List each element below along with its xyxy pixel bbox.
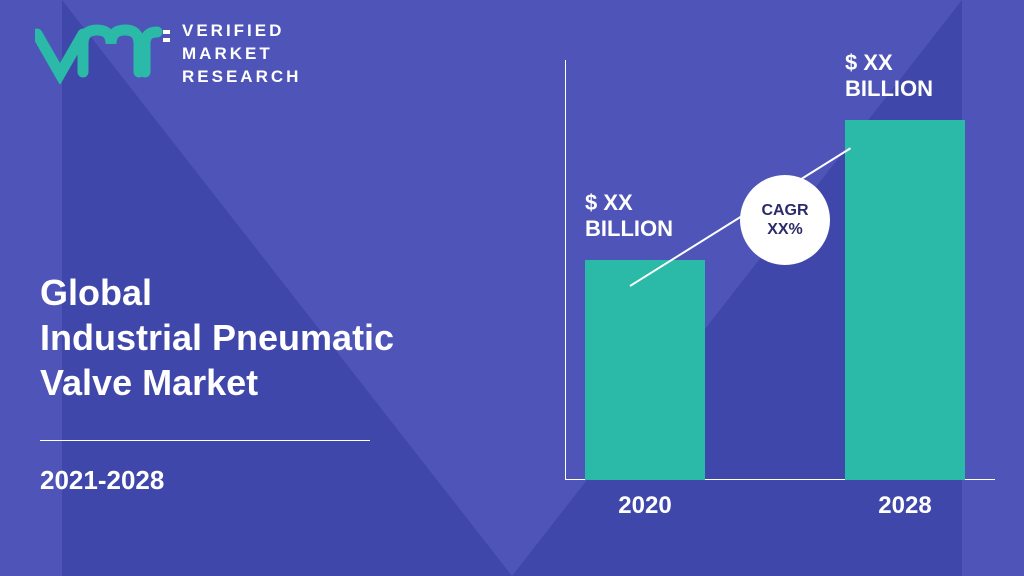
bar-2028-value-label: $ XX BILLION [845,50,933,103]
bar-2020-x-label: 2020 [585,492,705,520]
period-label: 2021-2028 [40,465,164,496]
logo-text: VERIFIED MARKET RESEARCH [182,20,301,89]
bar-2020-value-line2: BILLION [585,216,673,242]
title-line2: Industrial Pneumatic [40,315,394,360]
bar-2020-value-label: $ XX BILLION [585,190,673,243]
cagr-badge: CAGR XX% [740,175,830,265]
bar-2028-value-line2: BILLION [845,76,933,102]
bar-2028 [845,120,965,480]
cagr-line2: XX% [767,220,803,239]
logo: VERIFIED MARKET RESEARCH [35,20,301,89]
logo-text-line3: RESEARCH [182,66,301,89]
logo-text-line2: MARKET [182,43,301,66]
divider [40,440,370,441]
bar-2020-value-line1: $ XX [585,190,673,216]
y-axis [565,60,566,480]
logo-text-line1: VERIFIED [182,20,301,43]
title-line1: Global [40,270,394,315]
title-block: Global Industrial Pneumatic Valve Market [40,270,394,405]
bar-2020 [585,260,705,480]
title-line3: Valve Market [40,360,394,405]
logo-icon [35,24,170,84]
cagr-line1: CAGR [761,201,808,220]
bar-chart: $ XX BILLION 2020 $ XX BILLION 2028 CAGR… [565,60,995,520]
page-title: Global Industrial Pneumatic Valve Market [40,270,394,405]
bar-2028-value-line1: $ XX [845,50,933,76]
bar-2028-x-label: 2028 [845,492,965,520]
